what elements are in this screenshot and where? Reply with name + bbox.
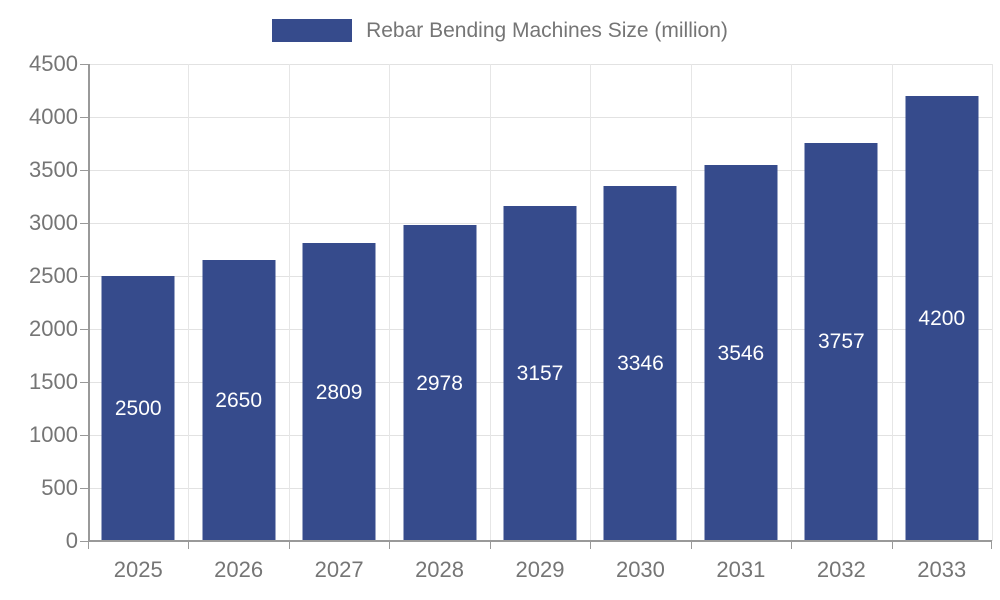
x-axis-line (88, 540, 992, 542)
x-axis-label: 2030 (615, 557, 665, 582)
y-axis-label: 3500 (29, 157, 78, 182)
y-axis-label: 4000 (29, 104, 78, 129)
bar-value-label: 3157 (516, 362, 564, 386)
gridline-v (489, 64, 491, 541)
y-axis-label: 1500 (29, 369, 78, 394)
y-axis-tick (80, 276, 88, 277)
x-axis-label: 2026 (214, 557, 264, 582)
y-axis-label: 3000 (29, 210, 78, 235)
bar-2032[interactable]: 3757 (804, 142, 878, 541)
gridline-v (791, 64, 793, 541)
x-axis-tick (791, 541, 793, 549)
x-axis-label: 2032 (816, 557, 866, 582)
y-axis-label: 0 (65, 528, 78, 553)
bar-value-label: 2500 (114, 397, 162, 420)
y-axis: 0 500 1000 1500 2000 2500 3000 3500 4000 4500 (0, 53, 78, 552)
bar-2027[interactable]: 2809 (302, 243, 376, 541)
x-axis-tick (88, 541, 89, 549)
bar-2028[interactable]: 2978 (403, 225, 477, 541)
x-axis-tick (188, 541, 190, 549)
bar-2030[interactable]: 3346 (603, 186, 677, 541)
y-axis-label: 4500 (29, 51, 78, 76)
y-axis-tick (80, 541, 88, 542)
gridline-v (389, 64, 391, 541)
bar-value-label: 2978 (416, 371, 463, 395)
x-axis-tick (891, 541, 893, 549)
x-axis-tick (590, 541, 592, 549)
y-axis-tick (80, 223, 88, 224)
bar-2029[interactable]: 3157 (503, 206, 577, 541)
y-axis-label: 500 (41, 475, 78, 500)
y-axis-label: 2000 (29, 316, 78, 341)
bar-value-label: 2650 (215, 389, 263, 413)
x-axis-label: 2025 (113, 557, 163, 582)
x-axis-tick (288, 541, 290, 549)
bar-2031[interactable]: 3546 (704, 165, 778, 541)
bar-2025[interactable]: 2500 (101, 276, 175, 541)
x-axis-label: 2033 (917, 557, 967, 582)
x-axis-label: 2028 (415, 557, 465, 582)
x-axis-tick (991, 541, 992, 549)
gridline-v (288, 64, 290, 541)
y-axis-tick (80, 117, 88, 118)
bar-value-label: 3346 (617, 352, 664, 376)
x-axis-tick (389, 541, 391, 549)
gridline-h (88, 64, 992, 65)
bar-value-label: 2809 (315, 380, 363, 404)
y-axis-line (88, 64, 90, 541)
x-axis: 2025 2026 2027 2028 2029 2030 2031 2032 2033 (88, 553, 992, 585)
x-axis-label: 2031 (716, 557, 766, 582)
gridline-v (590, 64, 592, 541)
x-axis-tick (690, 541, 692, 549)
y-axis-tick (80, 64, 88, 65)
bar-value-label: 3546 (717, 341, 765, 365)
x-axis-label: 2027 (314, 557, 364, 582)
y-axis-label: 2500 (29, 263, 78, 288)
gridline-v (690, 64, 692, 541)
legend-swatch (272, 19, 353, 42)
legend-label: Rebar Bending Machines Size (million) (366, 19, 728, 42)
gridline-v (188, 64, 190, 541)
y-axis-label: 1000 (29, 422, 78, 447)
gridline-h (88, 117, 992, 118)
x-axis-tick (489, 541, 491, 549)
y-axis-tick (80, 435, 88, 436)
bar-value-label: 4200 (918, 306, 966, 330)
bar-value-label: 3757 (817, 330, 865, 354)
legend[interactable]: Rebar Bending Machines Size (million) (0, 18, 1000, 43)
plot-area: 2500 2650 2809 2978 3157 3346 3546 3757 4200 (80, 64, 993, 549)
y-axis-tick (80, 170, 88, 171)
bar-2033[interactable]: 4200 (905, 95, 979, 541)
bar-2026[interactable]: 2650 (202, 260, 276, 541)
gridline-v (992, 64, 993, 541)
gridline-v (891, 64, 893, 541)
x-axis-label: 2029 (515, 557, 565, 582)
y-axis-tick (80, 382, 88, 383)
y-axis-tick (80, 488, 88, 489)
gridline-h (88, 170, 992, 171)
y-axis-tick (80, 329, 88, 330)
